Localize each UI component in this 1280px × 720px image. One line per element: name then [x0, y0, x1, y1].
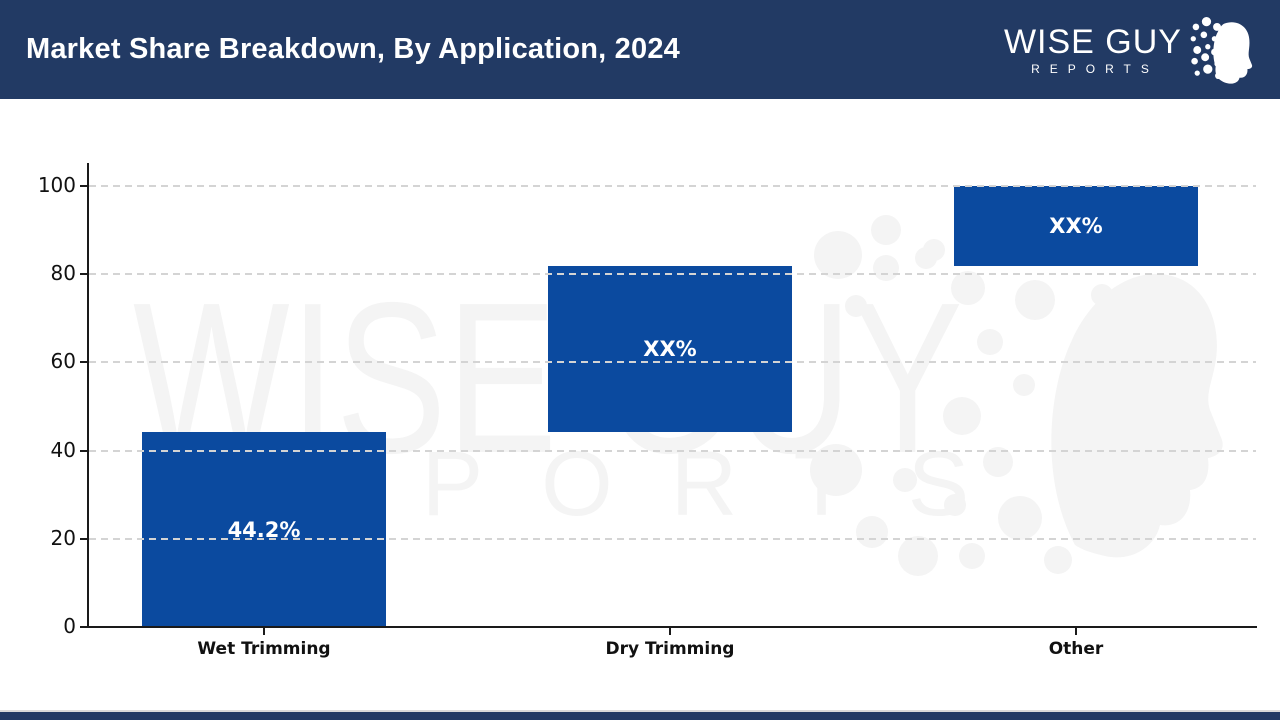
- x-category-label-wet-trimming: Wet Trimming: [197, 639, 331, 659]
- logo-wordmark: WISE GUY: [1003, 22, 1182, 61]
- gridline-40: [89, 449, 1256, 452]
- watermark-dot-face-icon: [810, 215, 1223, 576]
- bar-dry-trimming: XX%: [548, 266, 792, 433]
- x-category-label-dry-trimming: Dry Trimming: [605, 639, 735, 659]
- y-tick-mark: [80, 273, 88, 276]
- y-tick-label: 100: [37, 173, 76, 197]
- bar-value-label: XX%: [643, 337, 697, 362]
- bar-wet-trimming: 44.2%: [142, 432, 386, 627]
- y-tick-mark: [80, 185, 88, 187]
- logo-subtitle: REPORTS: [1031, 61, 1159, 76]
- x-tick-mark: [1075, 628, 1077, 635]
- y-tick-label: 0: [63, 614, 76, 638]
- y-tick-mark: [80, 537, 88, 540]
- gridline-100: [89, 185, 1256, 187]
- y-tick-label: 80: [50, 261, 76, 286]
- logo-text: WISE GUY REPORTS: [1004, 25, 1182, 75]
- x-axis-line: [87, 626, 1257, 628]
- header-bar: Market Share Breakdown, By Application, …: [0, 0, 1280, 99]
- bar-value-label: XX%: [1049, 214, 1103, 239]
- x-category-label-other: Other: [1048, 639, 1104, 659]
- x-tick-mark: [263, 628, 265, 635]
- logo-face-icon: [1190, 16, 1253, 84]
- y-tick-label: 60: [50, 349, 76, 374]
- x-tick-mark: [669, 628, 671, 635]
- logo: WISE GUY REPORTS: [1004, 10, 1254, 90]
- bar-other: XX%: [954, 186, 1198, 267]
- y-tick-mark: [80, 626, 88, 628]
- y-tick-label: 40: [50, 437, 76, 462]
- y-axis-line: [87, 163, 89, 628]
- y-tick-mark: [80, 361, 88, 364]
- gridline-80: [89, 273, 1256, 276]
- gridline-60: [89, 361, 1256, 364]
- footer-bar: [0, 710, 1280, 720]
- page-title: Market Share Breakdown, By Application, …: [26, 33, 680, 65]
- y-tick-mark: [80, 449, 88, 452]
- y-tick-label: 20: [50, 525, 76, 550]
- bar-value-label: 44.2%: [227, 517, 301, 542]
- gridline-20: [89, 537, 1256, 540]
